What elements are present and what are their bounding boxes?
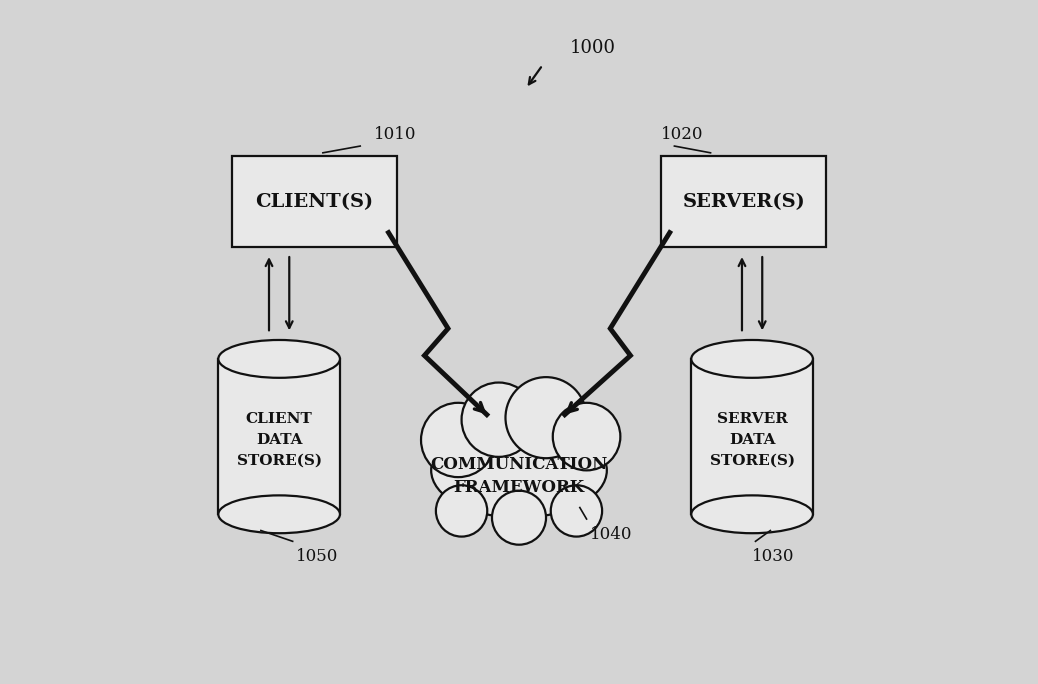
Text: COMMUNICATION
FRAMEWORK: COMMUNICATION FRAMEWORK — [431, 456, 607, 496]
Ellipse shape — [218, 495, 340, 534]
Text: 1010: 1010 — [374, 126, 416, 143]
Bar — [231, 156, 398, 248]
Text: 1000: 1000 — [570, 39, 616, 57]
Circle shape — [462, 382, 536, 457]
Circle shape — [506, 377, 586, 458]
Circle shape — [492, 490, 546, 544]
Ellipse shape — [218, 340, 340, 378]
Text: 1040: 1040 — [590, 526, 632, 543]
Polygon shape — [691, 359, 813, 514]
Text: 1030: 1030 — [753, 548, 795, 565]
Text: SERVER
DATA
STORE(S): SERVER DATA STORE(S) — [710, 412, 795, 468]
Polygon shape — [218, 359, 340, 514]
Circle shape — [436, 485, 487, 536]
Ellipse shape — [691, 495, 813, 534]
Ellipse shape — [431, 423, 607, 518]
Ellipse shape — [691, 340, 813, 378]
Text: CLIENT(S): CLIENT(S) — [255, 193, 374, 211]
Circle shape — [551, 485, 602, 536]
Text: 1050: 1050 — [296, 548, 338, 565]
Text: 1020: 1020 — [661, 126, 704, 143]
Text: CLIENT
DATA
STORE(S): CLIENT DATA STORE(S) — [237, 412, 322, 468]
Text: SERVER(S): SERVER(S) — [682, 193, 805, 211]
Circle shape — [553, 403, 621, 471]
Circle shape — [421, 403, 495, 477]
Bar — [661, 156, 826, 248]
